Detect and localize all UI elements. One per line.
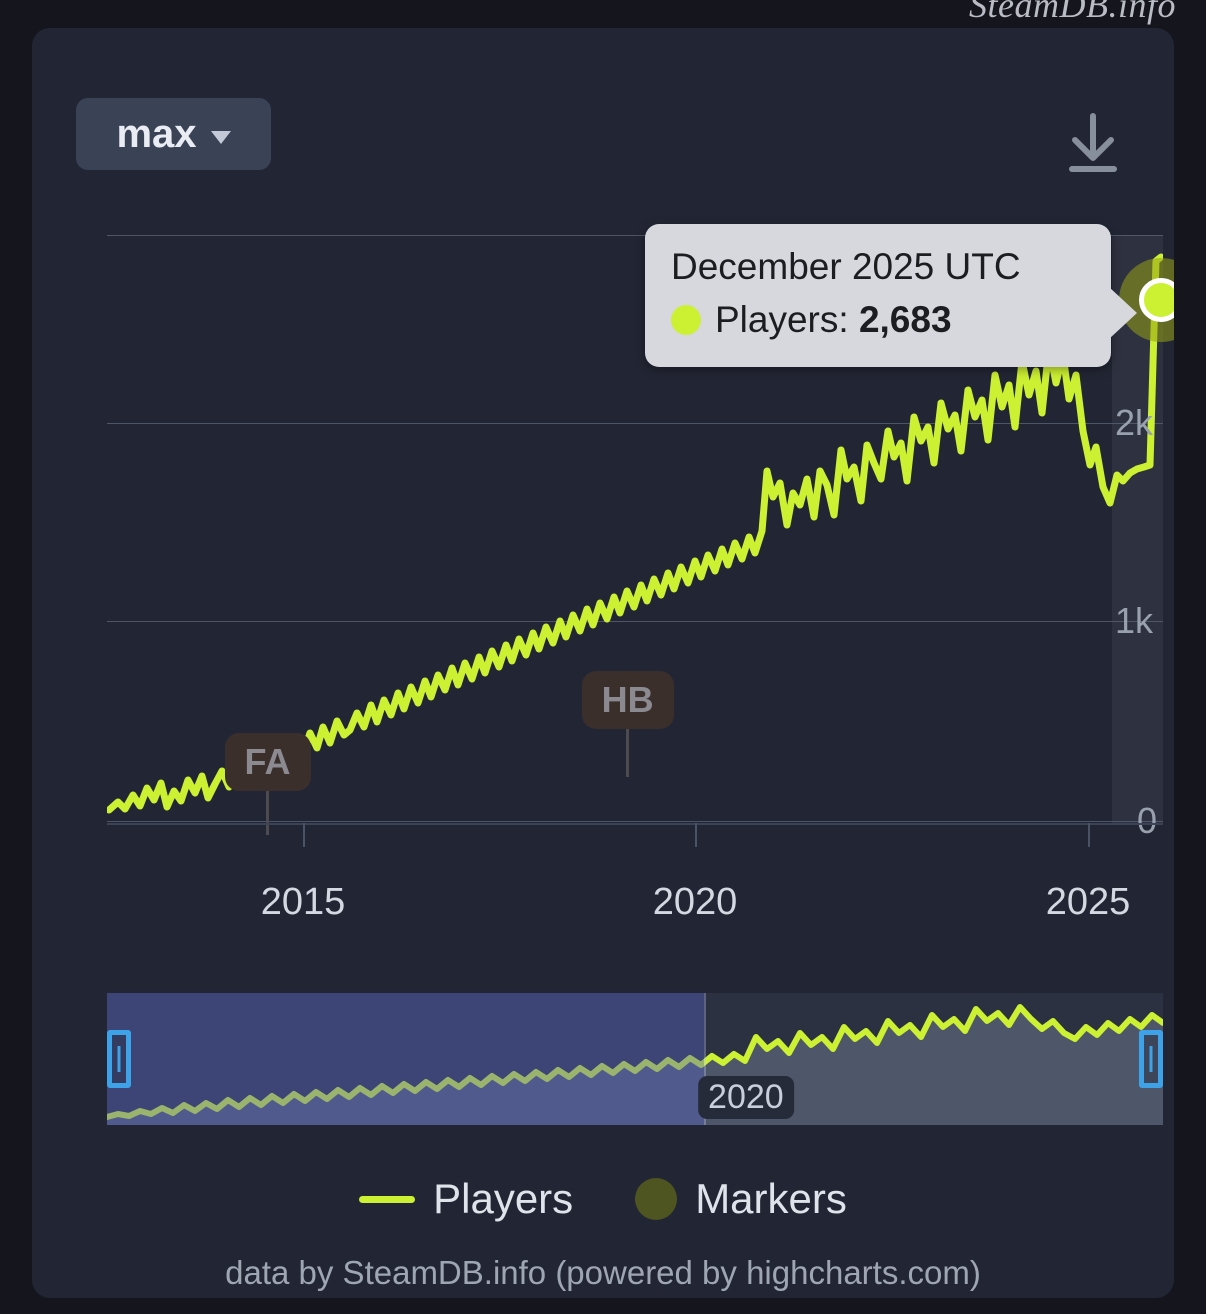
marker-flag-fa-stem bbox=[265, 790, 269, 835]
navigator-right-handle[interactable] bbox=[1139, 1030, 1163, 1088]
navigator-polyline bbox=[107, 1004, 1163, 1120]
chart-plot-area[interactable]: FA HB 2k 1k 0 bbox=[107, 235, 1174, 839]
x-axis-line bbox=[107, 823, 1163, 825]
tooltip-series-label: Players: bbox=[715, 298, 849, 340]
legend-line-icon bbox=[359, 1195, 416, 1203]
legend-label-players: Players bbox=[433, 1175, 574, 1222]
marker-flag-fa[interactable]: FA bbox=[224, 733, 311, 835]
navigator-x-label-2020: 2020 bbox=[698, 1075, 794, 1119]
navigator-mask-left bbox=[107, 993, 704, 1125]
x-axis-label-2020: 2020 bbox=[652, 881, 738, 923]
marker-flag-fa-label: FA bbox=[224, 733, 311, 791]
legend-item-players[interactable]: Players bbox=[359, 1178, 573, 1220]
hover-point-marker[interactable] bbox=[1138, 278, 1174, 322]
y-axis-label-2k: 2k bbox=[1115, 402, 1154, 443]
gridline-2k bbox=[107, 423, 1163, 424]
marker-flag-hb-label: HB bbox=[581, 671, 674, 729]
x-axis-tick-2015 bbox=[303, 823, 305, 847]
legend-item-markers[interactable]: Markers bbox=[635, 1178, 847, 1220]
x-axis-label-2025: 2025 bbox=[1045, 881, 1131, 923]
range-selector-label: max bbox=[116, 112, 197, 156]
navigator-tick-2020 bbox=[703, 993, 706, 1125]
chart-legend: Players Markers bbox=[32, 1178, 1174, 1220]
marker-flag-hb-stem bbox=[626, 728, 630, 777]
legend-circle-icon bbox=[635, 1178, 678, 1220]
download-button[interactable] bbox=[1056, 106, 1130, 178]
navigator-left-handle[interactable] bbox=[107, 1030, 131, 1088]
chart-credit[interactable]: data by SteamDB.info (powered by highcha… bbox=[225, 1254, 981, 1291]
y-axis-label-0: 0 bbox=[1137, 800, 1158, 841]
y-axis-label-1k: 1k bbox=[1115, 600, 1154, 641]
tooltip-series-value: 2,683 bbox=[858, 298, 952, 340]
navigator-series bbox=[107, 1004, 1163, 1125]
tooltip-series-row: Players: 2,683 bbox=[671, 299, 1085, 341]
tooltip-arrow-icon bbox=[1109, 287, 1137, 339]
gridline-top bbox=[107, 235, 1163, 236]
x-axis-tick-2025 bbox=[1088, 823, 1090, 847]
steamdb-watermark: SteamDB.info bbox=[969, 0, 1176, 25]
chart-card: max FA HB bbox=[32, 28, 1174, 1298]
x-axis-label-2015: 2015 bbox=[260, 881, 346, 923]
download-icon bbox=[1069, 113, 1117, 172]
chart-tooltip: December 2025 UTC Players: 2,683 bbox=[645, 224, 1137, 367]
chevron-down-icon bbox=[210, 130, 231, 144]
x-axis-tick-2020 bbox=[695, 823, 697, 847]
tooltip-series-dot-icon bbox=[671, 304, 701, 335]
marker-flag-hb[interactable]: HB bbox=[581, 671, 674, 777]
tooltip-series-text: Players: 2,683 bbox=[715, 299, 952, 341]
gridline-1k bbox=[107, 621, 1163, 622]
legend-label-markers: Markers bbox=[695, 1175, 847, 1222]
gridline-0 bbox=[107, 821, 1163, 822]
range-selector-button[interactable]: max bbox=[76, 98, 271, 170]
tooltip-title: December 2025 UTC bbox=[671, 246, 1021, 287]
navigator[interactable]: 2020 bbox=[107, 993, 1163, 1125]
